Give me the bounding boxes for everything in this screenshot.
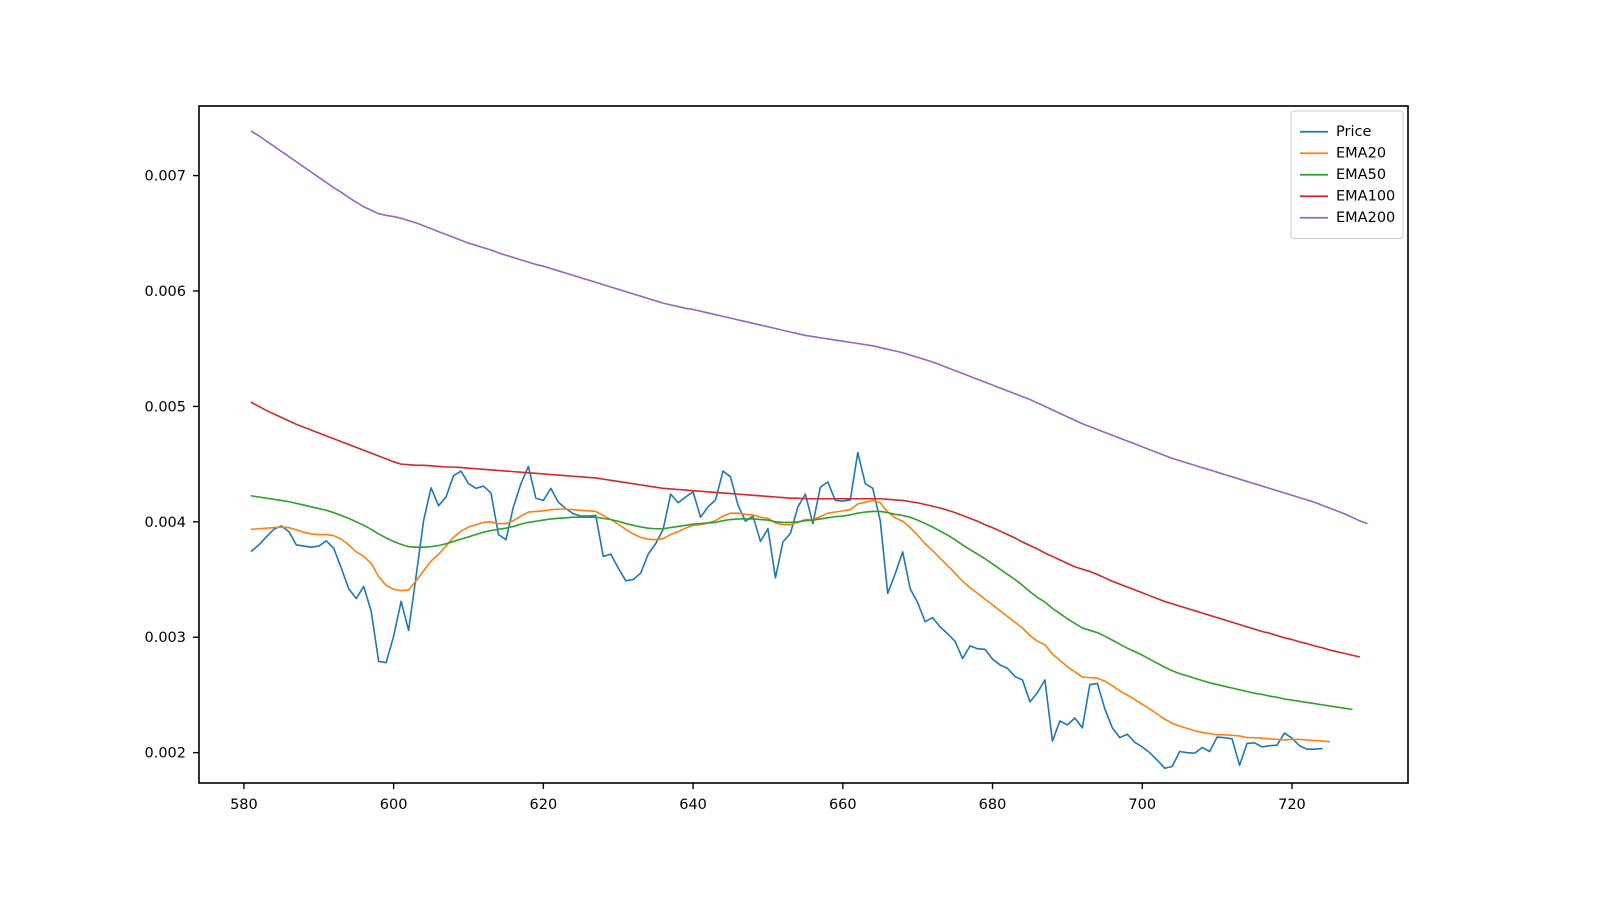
x-tick-label: 660	[829, 797, 857, 813]
x-tick-label: 620	[530, 797, 558, 813]
x-tick-label: 640	[679, 797, 707, 813]
y-tick-label: 0.004	[144, 515, 186, 531]
axes-frame	[198, 105, 1409, 784]
data-lines	[250, 130, 1368, 770]
legend-label-ema50[interactable]: EMA50	[1336, 167, 1386, 183]
series-line-ema20	[250, 499, 1331, 743]
x-axis-ticks: 580 600 620 640 660 680 700 720	[230, 783, 1306, 813]
chart-legend[interactable]: Price EMA20 EMA50 EMA100 EMA200	[1290, 110, 1404, 239]
legend-label-price[interactable]: Price	[1336, 124, 1371, 140]
series-line-ema100	[250, 401, 1361, 658]
series-line-ema200	[250, 130, 1368, 525]
x-tick-label: 600	[380, 797, 408, 813]
x-tick-label: 580	[230, 797, 258, 813]
legend-box	[1290, 110, 1404, 239]
legend-label-ema100[interactable]: EMA100	[1336, 188, 1395, 204]
legend-label-ema200[interactable]: EMA200	[1336, 210, 1395, 226]
y-tick-label: 0.006	[144, 284, 186, 300]
y-tick-label: 0.007	[144, 169, 186, 185]
legend-label-ema20[interactable]: EMA20	[1336, 145, 1386, 161]
y-tick-label: 0.002	[144, 746, 186, 762]
x-tick-label: 720	[1278, 797, 1306, 813]
x-tick-label: 700	[1128, 797, 1156, 813]
series-line-ema50	[250, 495, 1353, 711]
series-line-price	[250, 451, 1323, 770]
y-tick-label: 0.005	[144, 399, 186, 415]
x-tick-label: 680	[979, 797, 1007, 813]
axes-spines	[198, 105, 1409, 784]
y-tick-label: 0.003	[144, 630, 186, 646]
y-axis-ticks: 0.002 0.003 0.004 0.005 0.006 0.007	[144, 169, 199, 762]
